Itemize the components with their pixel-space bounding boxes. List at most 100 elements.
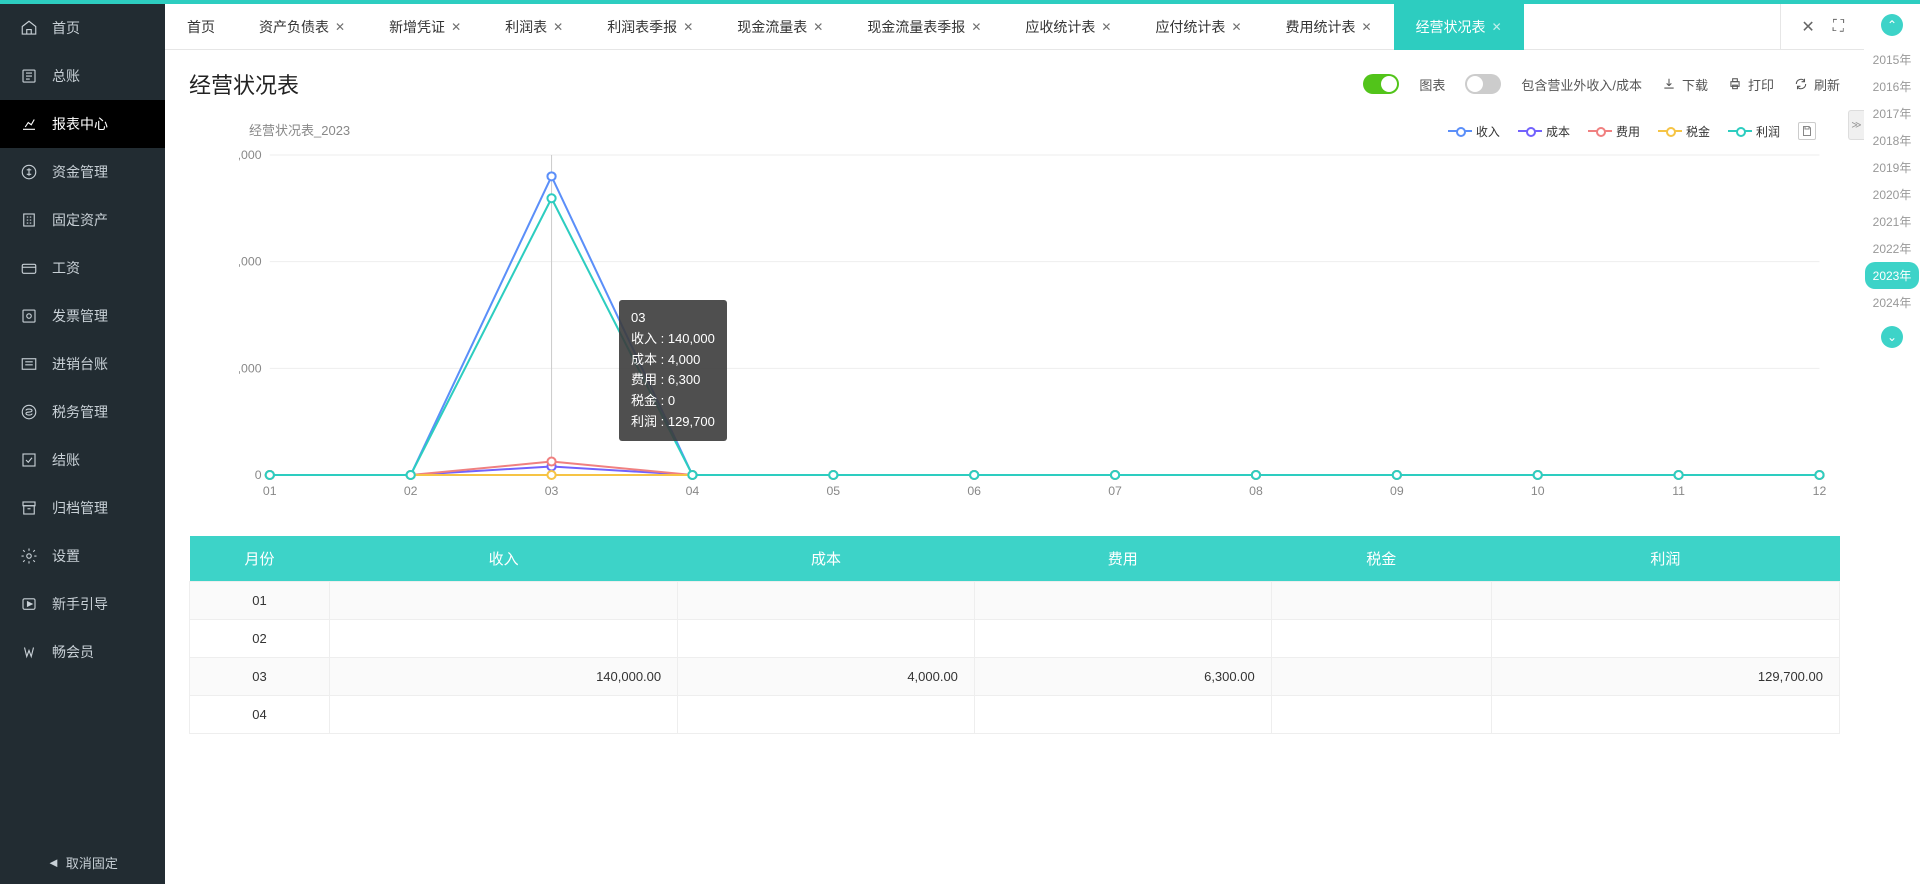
legend-item[interactable]: 收入 bbox=[1448, 123, 1500, 140]
legend-marker bbox=[1518, 126, 1542, 136]
archive-icon bbox=[20, 499, 38, 517]
tab-close-icon[interactable]: ✕ bbox=[813, 20, 823, 34]
table-cell bbox=[330, 696, 678, 734]
table-cell: 04 bbox=[190, 696, 330, 734]
table-cell bbox=[678, 582, 975, 620]
year-option[interactable]: 2019年 bbox=[1865, 154, 1920, 181]
table-cell bbox=[1271, 620, 1491, 658]
nav-item-ledger[interactable]: 总账 bbox=[0, 52, 165, 100]
tab[interactable]: 现金流量表季报✕ bbox=[845, 4, 1003, 50]
tab-close-icon[interactable]: ✕ bbox=[683, 20, 693, 34]
year-option[interactable]: 2018年 bbox=[1865, 127, 1920, 154]
toggle-chart[interactable] bbox=[1363, 74, 1399, 94]
year-scroll-down[interactable]: ⌄ bbox=[1881, 326, 1903, 348]
download-icon bbox=[1662, 77, 1676, 91]
tab[interactable]: 费用统计表✕ bbox=[1264, 4, 1394, 50]
tab-close-icon[interactable]: ✕ bbox=[335, 20, 345, 34]
svg-text:02: 02 bbox=[404, 484, 418, 498]
year-option[interactable]: 2016年 bbox=[1865, 73, 1920, 100]
tab[interactable]: 经营状况表✕ bbox=[1394, 4, 1524, 50]
table-header: 利润 bbox=[1491, 536, 1839, 582]
nav-item-chart[interactable]: 报表中心 bbox=[0, 100, 165, 148]
tab[interactable]: 新增凭证 ✕ bbox=[367, 4, 483, 50]
svg-text:01: 01 bbox=[263, 484, 277, 498]
year-option[interactable]: 2024年 bbox=[1865, 289, 1920, 316]
tab-label: 利润表季报 bbox=[607, 17, 677, 37]
nav-label: 税务管理 bbox=[52, 402, 108, 422]
close-all-icon[interactable]: ✕ bbox=[1801, 17, 1814, 37]
year-scroll-up[interactable]: ⌃ bbox=[1881, 14, 1903, 36]
svg-text:08: 08 bbox=[1249, 484, 1263, 498]
table-row: 02 bbox=[190, 620, 1840, 658]
tab-close-icon[interactable]: ✕ bbox=[1492, 20, 1502, 34]
tab[interactable]: 应收统计表✕ bbox=[1003, 4, 1133, 50]
legend-item[interactable]: 费用 bbox=[1588, 123, 1640, 140]
year-option[interactable]: 2022年 bbox=[1865, 235, 1920, 262]
expand-year-panel[interactable]: ≫ bbox=[1848, 110, 1864, 140]
nav-item-vip[interactable]: 畅会员 bbox=[0, 628, 165, 676]
guide-icon bbox=[20, 595, 38, 613]
table-cell bbox=[1491, 582, 1839, 620]
tab-close-icon[interactable]: ✕ bbox=[553, 20, 563, 34]
tab[interactable]: 应付统计表✕ bbox=[1133, 4, 1263, 50]
legend-item[interactable]: 成本 bbox=[1518, 123, 1570, 140]
home-icon bbox=[20, 19, 38, 37]
table-cell: 129,700.00 bbox=[1491, 658, 1839, 696]
svg-text:12: 12 bbox=[1813, 484, 1827, 498]
pin-icon: ◄ bbox=[47, 855, 60, 870]
year-option[interactable]: 2020年 bbox=[1865, 181, 1920, 208]
tab[interactable]: 资产负债表✕ bbox=[237, 4, 367, 50]
print-button[interactable]: 打印 bbox=[1728, 75, 1774, 94]
year-option[interactable]: 2021年 bbox=[1865, 208, 1920, 235]
nav-item-guide[interactable]: 新手引导 bbox=[0, 580, 165, 628]
line-chart[interactable]: 050,000100,000150,0000102030405060708091… bbox=[239, 145, 1840, 505]
table-cell bbox=[1271, 658, 1491, 696]
nav-item-home[interactable]: 首页 bbox=[0, 4, 165, 52]
tab-close-icon[interactable]: ✕ bbox=[1362, 20, 1372, 34]
nav-item-building[interactable]: 固定资产 bbox=[0, 196, 165, 244]
svg-text:100,000: 100,000 bbox=[239, 255, 262, 269]
fullscreen-icon[interactable]: ⛶ bbox=[1833, 18, 1844, 36]
nav-item-checkout[interactable]: 结账 bbox=[0, 436, 165, 484]
print-icon bbox=[1728, 77, 1742, 91]
table-cell bbox=[1271, 696, 1491, 734]
nav-item-stock[interactable]: 进销台账 bbox=[0, 340, 165, 388]
toggle-extra-income[interactable] bbox=[1465, 74, 1501, 94]
nav-item-archive[interactable]: 归档管理 bbox=[0, 484, 165, 532]
table-cell: 02 bbox=[190, 620, 330, 658]
legend-item[interactable]: 税金 bbox=[1658, 123, 1710, 140]
table-cell bbox=[974, 696, 1271, 734]
checkout-icon bbox=[20, 451, 38, 469]
legend-marker bbox=[1588, 126, 1612, 136]
tab-label: 新增凭证 bbox=[389, 17, 445, 37]
download-button[interactable]: 下载 bbox=[1662, 75, 1708, 94]
nav-item-money[interactable]: 资金管理 bbox=[0, 148, 165, 196]
nav-item-wallet[interactable]: 工资 bbox=[0, 244, 165, 292]
tab-close-icon[interactable]: ✕ bbox=[971, 20, 981, 34]
legend-item[interactable]: 利润 bbox=[1728, 123, 1780, 140]
tab-close-icon[interactable]: ✕ bbox=[1231, 20, 1241, 34]
sidebar-footer-label: 取消固定 bbox=[66, 853, 118, 872]
refresh-button[interactable]: 刷新 bbox=[1794, 75, 1840, 94]
tab-close-icon[interactable]: ✕ bbox=[1101, 20, 1111, 34]
year-option[interactable]: 2017年 bbox=[1865, 100, 1920, 127]
nav-item-invoice[interactable]: 发票管理 bbox=[0, 292, 165, 340]
table-cell: 01 bbox=[190, 582, 330, 620]
svg-text:07: 07 bbox=[1108, 484, 1122, 498]
tab[interactable]: 现金流量表 ✕ bbox=[715, 4, 845, 50]
year-option[interactable]: 2023年 bbox=[1865, 262, 1920, 289]
wallet-icon bbox=[20, 259, 38, 277]
tab[interactable]: 利润表✕ bbox=[483, 4, 585, 50]
nav-item-gear[interactable]: 设置 bbox=[0, 532, 165, 580]
svg-text:0: 0 bbox=[255, 468, 262, 482]
sidebar: 首页总账报表中心资金管理固定资产工资发票管理进销台账税务管理结账归档管理设置新手… bbox=[0, 0, 165, 884]
chart-legend: 收入 成本 费用 税金 利润 bbox=[1448, 122, 1816, 140]
tab-label: 现金流量表 bbox=[737, 17, 807, 37]
nav-item-tax[interactable]: 税务管理 bbox=[0, 388, 165, 436]
year-option[interactable]: 2015年 bbox=[1865, 46, 1920, 73]
tab[interactable]: 利润表季报 ✕ bbox=[585, 4, 715, 50]
chart-save-icon[interactable] bbox=[1798, 122, 1816, 140]
sidebar-unpin[interactable]: ◄ 取消固定 bbox=[0, 841, 165, 884]
tab-close-icon[interactable]: ✕ bbox=[451, 20, 461, 34]
tab[interactable]: 首页 bbox=[165, 4, 237, 50]
